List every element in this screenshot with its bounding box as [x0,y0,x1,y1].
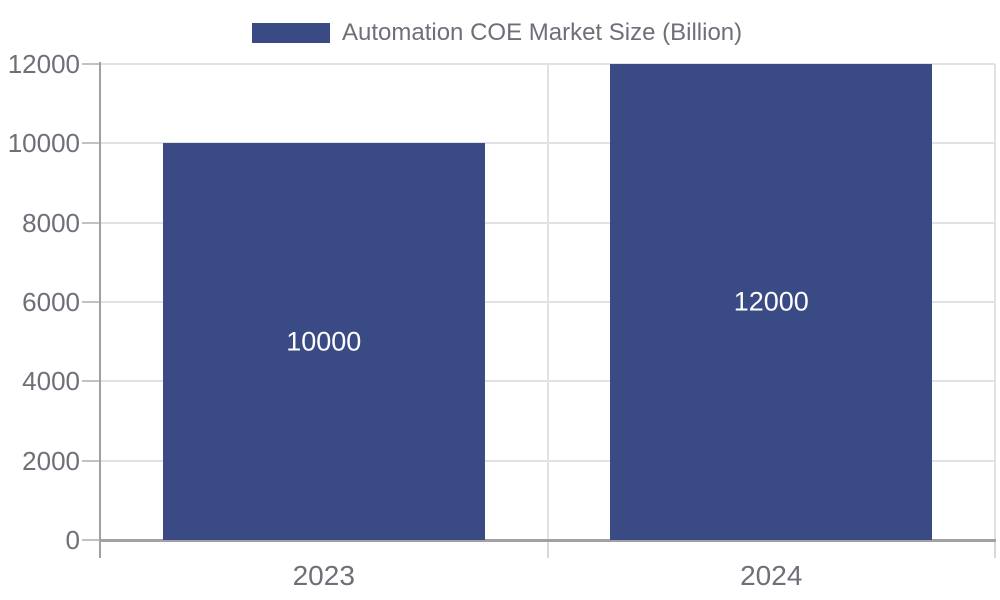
y-axis-tick [82,380,100,383]
x-axis-line [99,539,996,542]
x-axis-tick [546,540,549,558]
legend[interactable]: Automation COE Market Size (Billion) [252,13,742,53]
y-axis-tick-label: 4000 [22,366,80,397]
legend-label: Automation COE Market Size (Billion) [342,19,743,46]
y-axis-tick-label: 10000 [7,128,80,159]
y-axis-tick [82,539,100,541]
y-axis-tick [82,221,100,224]
x-axis-tick [994,540,996,558]
x-axis-category-label: 2023 [292,560,355,591]
y-axis-tick [82,459,100,462]
y-axis-tick [82,142,100,145]
y-axis-line [99,62,101,558]
y-axis-tick-label: 2000 [22,445,80,476]
bar[interactable] [610,64,933,540]
y-axis-tick-label: 12000 [7,49,80,79]
bar-value-label: 10000 [286,326,362,357]
x-axis-category-label: 2024 [740,560,803,591]
y-axis-tick-label: 0 [65,525,80,555]
bar-value-label: 12000 [733,286,809,317]
gridline-vertical [546,64,549,540]
y-axis-tick [82,301,100,303]
y-axis-tick-label: 6000 [22,287,80,317]
legend-swatch [252,23,330,43]
bar[interactable] [162,143,485,540]
y-axis-tick-label: 8000 [22,207,80,238]
y-axis-tick [82,63,100,65]
gridline-vertical [994,64,996,540]
